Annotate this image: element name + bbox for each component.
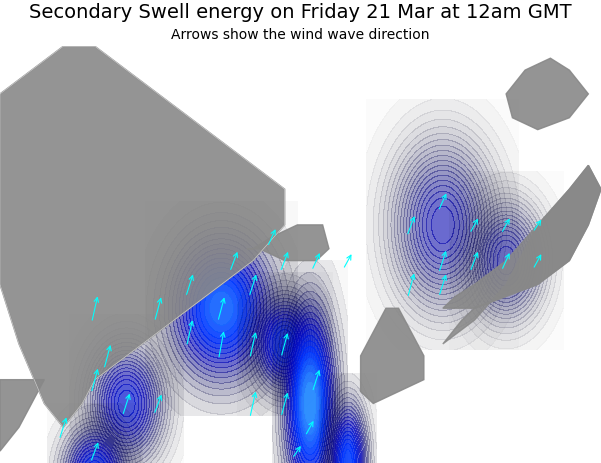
Polygon shape [443, 165, 601, 308]
Polygon shape [506, 58, 588, 130]
Polygon shape [0, 46, 285, 427]
Polygon shape [361, 308, 424, 403]
Text: Secondary Swell energy on Friday 21 Mar at 12am GMT: Secondary Swell energy on Friday 21 Mar … [29, 3, 572, 23]
Polygon shape [0, 380, 44, 451]
Polygon shape [247, 225, 329, 261]
Text: Arrows show the wind wave direction: Arrows show the wind wave direction [171, 28, 430, 42]
Polygon shape [443, 165, 601, 344]
